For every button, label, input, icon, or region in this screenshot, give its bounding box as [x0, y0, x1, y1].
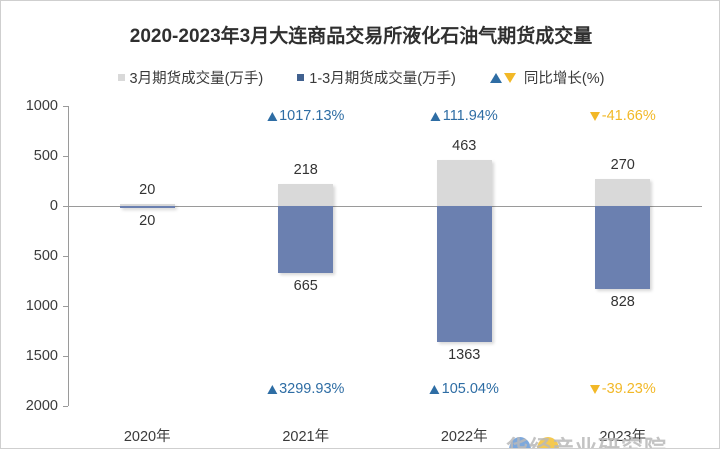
legend-label-q1-volume: 1-3月期货成交量(万手) [309, 71, 456, 87]
plot-area: 20 20 218 665 463 1363 270 828 1017.13% 111.94% -4… [63, 106, 702, 407]
value-label-march-volume: 463 [452, 137, 477, 154]
legend-item-yoy-growth[interactable]: 同比增长(%) [489, 67, 605, 88]
y-axis-tick-label: 0 [49, 198, 58, 214]
bar-march-volume[interactable] [119, 204, 175, 206]
growth-annotation-top-1: 111.94% [430, 108, 498, 124]
up-down-triangles-icon [489, 72, 516, 83]
triangle-down-icon [503, 72, 516, 83]
y-axis-tick-label: 1500 [25, 348, 58, 364]
bar-march-volume[interactable] [278, 184, 334, 206]
bar-q1-volume[interactable] [119, 206, 175, 208]
x-axis-tick-label: 2020年 [123, 429, 171, 445]
y-axis-tick-label: 500 [33, 148, 58, 164]
bar-q1-volume[interactable] [595, 206, 651, 289]
triangle-up-icon [429, 384, 440, 394]
growth-annotation-text: 1017.13% [279, 108, 345, 124]
legend-label-march-volume: 3月期货成交量(万手) [129, 71, 264, 87]
y-axis-tick-label: 1000 [25, 298, 58, 314]
gray-square-icon [117, 74, 125, 81]
value-label-q1-volume: 665 [293, 277, 318, 294]
y-axis-tick-label: 1000 [25, 98, 58, 114]
watermark-shape-yellow [537, 437, 559, 448]
triangle-up-icon [489, 72, 502, 83]
chart-title: 2020-2023年3月大连商品交易所液化石油气期货成交量 [129, 26, 593, 47]
y-axis-tick-label: 500 [33, 248, 58, 264]
x-axis-tick-label: 2022年 [440, 429, 488, 445]
growth-annotation-text: 111.94% [442, 108, 498, 124]
zero-baseline [68, 206, 702, 207]
growth-annotation-bottom-1: 105.04% [429, 381, 499, 397]
y-axis-tick [63, 256, 68, 257]
blue-square-icon [297, 74, 305, 81]
y-axis-tick [63, 156, 68, 157]
y-axis-tick [63, 106, 68, 107]
legend-item-march-volume[interactable]: 3月期货成交量(万手) [117, 67, 264, 88]
x-axis-labels: 2020年 2021年 2022年 2023年 [68, 425, 702, 448]
growth-annotation-bottom-2: -39.23% [589, 381, 656, 397]
growth-annotation-text: 105.04% [441, 381, 499, 397]
y-axis-labels: 1000 500 0 500 1000 1500 2000 [1, 98, 63, 414]
growth-annotation-top-0: 1017.13% [267, 108, 344, 124]
y-axis-tick [63, 406, 68, 407]
value-label-q1-volume: 828 [610, 293, 635, 310]
chart-legend: 3月期货成交量(万手) 1-3月期货成交量(万手) 同比增长(%) [1, 67, 719, 88]
triangle-up-icon [267, 111, 278, 121]
value-label-q1-volume: 1363 [448, 347, 481, 364]
y-axis-tick [63, 306, 68, 307]
value-label-march-volume: 218 [293, 162, 318, 179]
value-label-march-volume: 20 [139, 182, 156, 198]
y-axis-tick-label: 2000 [25, 398, 58, 414]
triangle-up-icon [430, 111, 441, 121]
x-axis-tick-label: 2021年 [282, 429, 330, 445]
y-axis-tick [63, 206, 68, 207]
growth-annotation-top-2: -41.66% [589, 108, 656, 124]
bar-march-volume[interactable] [595, 179, 651, 206]
triangle-down-icon [589, 384, 600, 394]
growth-annotation-bottom-0: 3299.93% [267, 381, 344, 397]
x-axis-tick-label: 2023年 [599, 429, 647, 445]
bar-q1-volume[interactable] [278, 206, 334, 273]
growth-annotation-text: -39.23% [601, 381, 656, 397]
legend-item-q1-volume[interactable]: 1-3月期货成交量(万手) [297, 67, 456, 88]
triangle-up-icon [267, 384, 278, 394]
triangle-down-icon [589, 111, 600, 121]
bar-march-volume[interactable] [436, 159, 492, 206]
y-axis-tick [63, 356, 68, 357]
value-label-q1-volume: 20 [139, 213, 156, 229]
growth-annotation-text: -41.66% [601, 108, 656, 124]
bar-q1-volume[interactable] [436, 206, 492, 343]
y-axis-line [68, 106, 69, 406]
growth-annotation-text: 3299.93% [279, 381, 345, 397]
legend-label-yoy-growth: 同比增长(%) [523, 71, 605, 87]
watermark-shape-blue [509, 437, 531, 448]
value-label-march-volume: 270 [610, 157, 635, 173]
